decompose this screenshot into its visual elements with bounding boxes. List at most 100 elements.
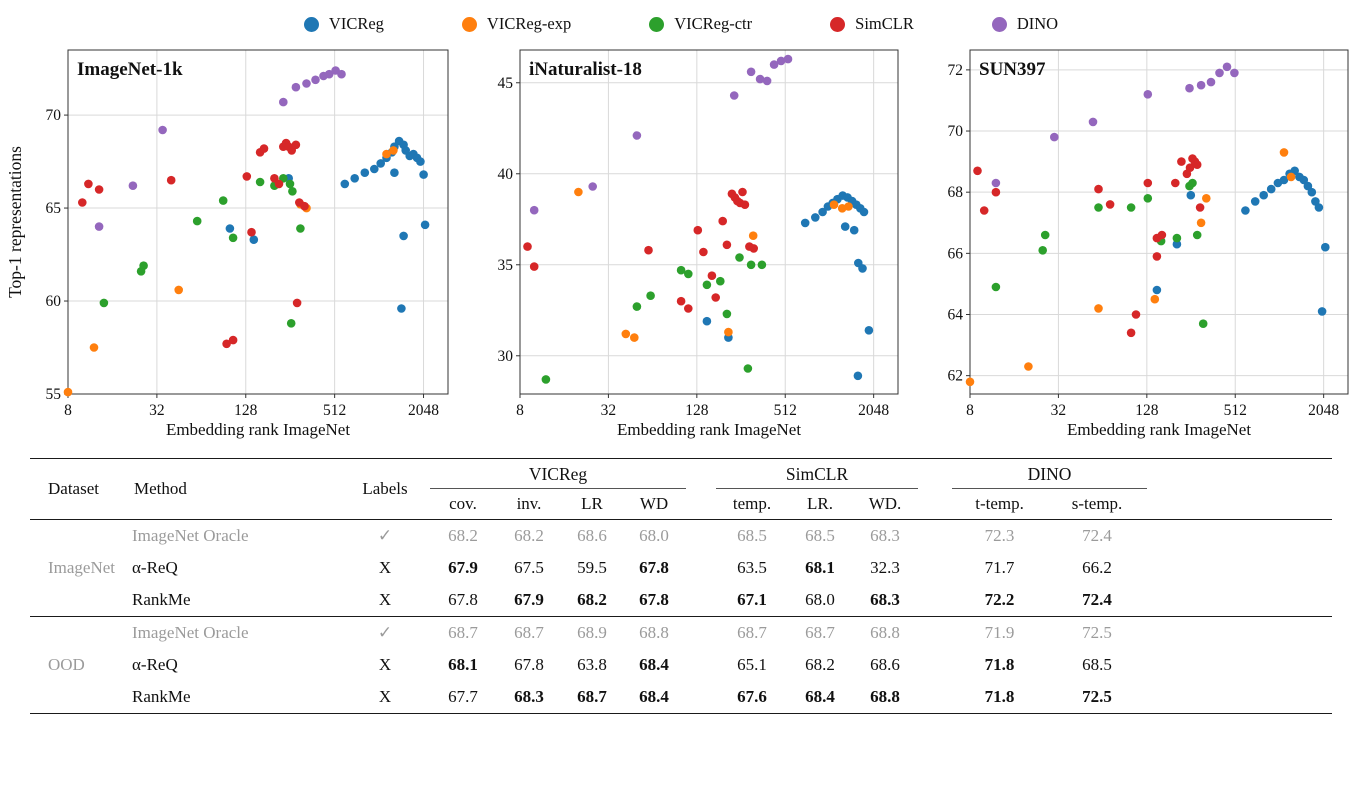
scatter-point-VICReg — [419, 170, 428, 179]
value-cell: 68.1 — [805, 558, 835, 577]
value-cell: 68.3 — [870, 590, 900, 609]
value-cell: 68.3 — [870, 526, 900, 545]
scatter-point-VICReg — [1321, 242, 1330, 252]
scatter-point-VICReg-exp — [574, 187, 583, 197]
scatter-point-DINO — [337, 69, 346, 79]
scatter-point-SimCLR — [699, 247, 708, 257]
spacer-cell — [918, 520, 952, 553]
scatter-point-SimCLR — [523, 242, 532, 251]
scatter-point-VICReg-ctr — [1094, 203, 1103, 212]
y-tick-label: 35 — [498, 257, 514, 274]
scatter-point-SimCLR — [1171, 178, 1180, 188]
scatter-point-VICReg-ctr — [1198, 319, 1208, 329]
scatter-point-SimCLR — [740, 200, 750, 209]
y-axis-label: Top-1 representations — [5, 146, 25, 298]
scatter-point-VICReg — [702, 316, 712, 326]
value-cell: 65.1 — [737, 655, 767, 674]
labels-cell: X — [378, 655, 392, 674]
value-cell: 68.7 — [577, 687, 607, 706]
value-cell: 68.5 — [1082, 655, 1112, 674]
sub-col-header-temp.: temp. — [732, 494, 772, 513]
y-tick-label: 70 — [948, 123, 964, 140]
scatter-point-VICReg — [1299, 175, 1309, 185]
value-cell: 68.2 — [577, 590, 607, 609]
scatter-point-VICReg-exp — [844, 202, 853, 211]
chart-iNaturalist-18: 8 32 128 512 2048 30 35 40 45 iNaturalist-18 Embed… — [498, 49, 899, 439]
value-cell: 68.2 — [514, 526, 544, 545]
spacer-cell — [686, 520, 716, 553]
scatter-point-VICReg — [340, 179, 350, 189]
scatter-point-SimCLR — [1195, 203, 1205, 212]
value-cell: 68.7 — [737, 623, 767, 642]
scatter-point-SimCLR — [1152, 252, 1162, 261]
value-cell: 72.3 — [984, 526, 1015, 545]
scatter-point-VICReg-ctr — [218, 196, 228, 205]
x-tick-label: 128 — [685, 402, 709, 419]
y-tick-label: 60 — [46, 293, 62, 310]
scatter-point-VICReg — [350, 174, 360, 183]
value-cell: 67.8 — [448, 590, 478, 609]
scatter-point-SimCLR — [1177, 157, 1186, 166]
scatter-point-SimCLR — [242, 172, 252, 181]
dataset-cell: OOD — [48, 655, 85, 674]
scatter-point-VICReg — [853, 371, 863, 381]
dataset-group-OOD: OOD ImageNet Oracle ✓ 68.7 68.7 68.9 68.8 68.7 6… — [30, 616, 1333, 714]
scatter-point-VICReg-exp — [965, 377, 975, 387]
scatter-point-DINO — [746, 67, 756, 77]
table-row: α-ReQ X 67.9 67.5 59.5 67.8 63.5 68.1 32.3 71.7 66… — [30, 552, 1332, 584]
figure-page: VICReg VICReg-exp VICReg-ctr SimCLR DINO 8 32… — [0, 6, 1362, 714]
legend-label: VICReg-exp — [486, 14, 572, 33]
labels-cell: X — [378, 558, 392, 577]
sub-col-header-t-temp.: t-temp. — [975, 494, 1024, 513]
x-tick-label: 2048 — [408, 402, 439, 419]
scatter-point-VICReg — [840, 222, 850, 231]
y-tick-label: 55 — [46, 386, 62, 403]
legend-swatch-icon — [303, 16, 319, 32]
header-spacer — [686, 459, 716, 520]
scatter-point-DINO — [762, 76, 772, 86]
scatter-point-VICReg — [811, 213, 820, 222]
value-cell: 72.5 — [1082, 623, 1112, 642]
value-cell: 68.6 — [577, 526, 607, 545]
value-cell: 72.2 — [984, 590, 1015, 609]
scatter-point-VICReg — [800, 218, 810, 228]
table-subheader-row: cov. inv. LR WD temp. LR. WD. t-temp. s-temp. — [30, 489, 1332, 520]
scatter-point-VICReg-exp — [1279, 148, 1289, 157]
scatter-point-VICReg-ctr — [716, 276, 725, 286]
scatter-point-VICReg-exp — [382, 149, 391, 159]
scatter-point-VICReg-ctr — [286, 319, 296, 328]
scatter-point-VICReg-ctr — [646, 291, 655, 300]
scatter-point-VICReg-ctr — [702, 280, 712, 290]
col-header-method: Method — [134, 479, 187, 498]
scatter-point-DINO — [128, 181, 138, 190]
scatter-point-DINO — [324, 69, 334, 79]
x-tick-label: 8 — [966, 402, 974, 419]
legend-label: SimCLR — [855, 14, 914, 33]
spacer-cell — [918, 649, 952, 681]
scatter-point-SimCLR — [991, 187, 1001, 197]
x-tick-label: 8 — [516, 402, 524, 419]
legend-item-VICReg-ctr: VICReg-ctr — [649, 14, 752, 34]
table-row: ImageNet ImageNet Oracle ✓ 68.2 68.2 68.6 68.0… — [30, 520, 1332, 577]
scatter-point-VICReg — [858, 264, 867, 273]
value-cell: 67.5 — [514, 558, 544, 577]
chart-title: SUN397 — [979, 59, 1046, 80]
scatter-point-VICReg-ctr — [1188, 178, 1197, 188]
method-cell: RankMe — [132, 687, 191, 706]
value-cell: 68.9 — [577, 623, 607, 642]
scatter-point-DINO — [632, 131, 642, 140]
scatter-point-VICReg-ctr — [1143, 194, 1153, 203]
scatter-point-VICReg-ctr — [632, 302, 642, 311]
legend-swatch-icon — [461, 16, 477, 32]
y-tick-label: 66 — [948, 245, 964, 262]
scatter-point-VICReg — [1250, 197, 1260, 206]
value-cell: 68.4 — [639, 687, 669, 706]
value-cell: 68.4 — [805, 687, 835, 706]
scatter-point-VICReg-exp — [389, 146, 398, 155]
scatter-point-VICReg — [249, 235, 259, 244]
header-tail-spacer — [1147, 459, 1332, 520]
scatter-point-VICReg-ctr — [296, 224, 305, 233]
x-tick-label: 32 — [601, 402, 617, 419]
value-cell: 68.3 — [514, 687, 544, 706]
value-cell: 71.7 — [984, 558, 1015, 577]
